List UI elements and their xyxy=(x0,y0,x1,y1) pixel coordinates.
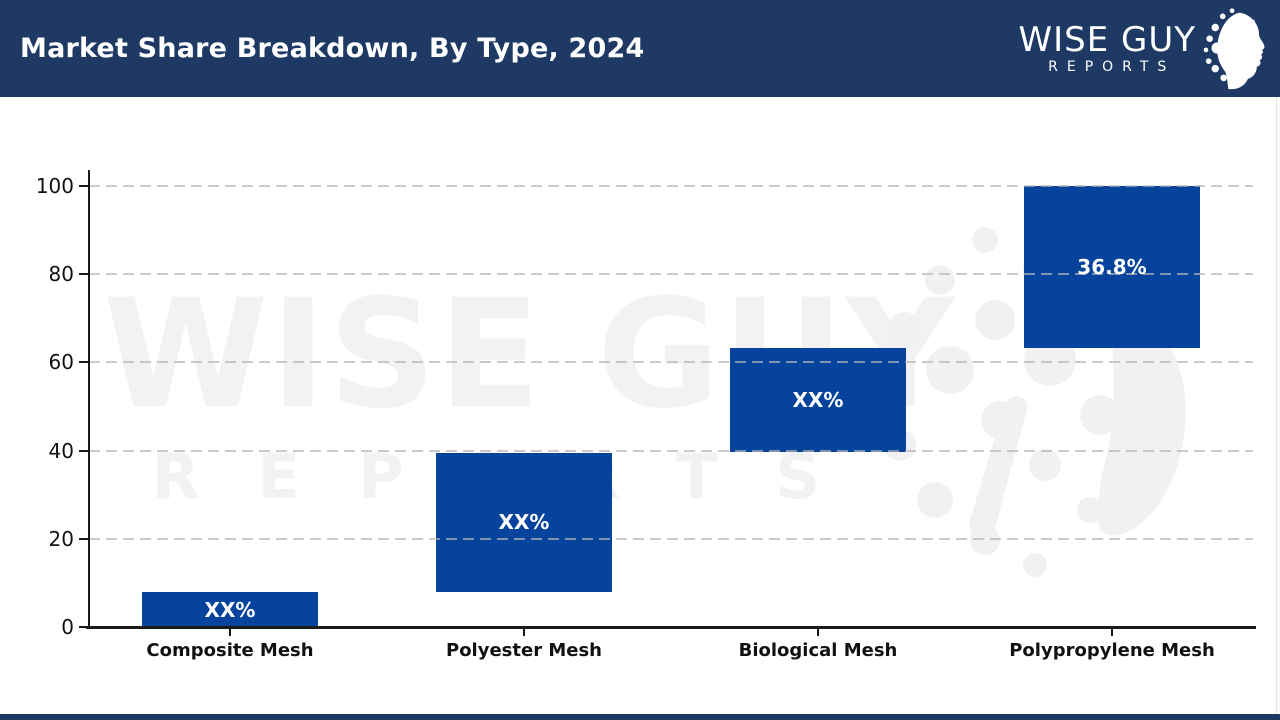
gridline-80 xyxy=(89,273,1253,276)
x-tick-mark xyxy=(1111,629,1113,636)
y-tick-label: 80 xyxy=(48,262,74,287)
y-tick-label: 60 xyxy=(48,350,74,375)
x-tick-mark xyxy=(229,629,231,636)
x-axis-spine xyxy=(86,626,1256,629)
x-tick-mark xyxy=(523,629,525,636)
bar-value-label: XX% xyxy=(498,510,550,535)
x-category-label: Polyester Mesh xyxy=(446,640,602,661)
bar-polypropylene-mesh xyxy=(1024,186,1200,349)
x-category-label: Composite Mesh xyxy=(146,640,314,661)
gridline-100 xyxy=(89,185,1253,187)
y-tick-mark xyxy=(79,185,88,187)
x-tick-mark xyxy=(817,629,819,636)
bar-value-label: XX% xyxy=(792,388,844,413)
brand-tagline: REPORTS xyxy=(1048,59,1176,75)
y-tick-mark xyxy=(79,537,88,540)
brand-name: WISE GUY xyxy=(1018,20,1196,60)
brand-logo: WISE GUY REPORTS xyxy=(1018,7,1266,91)
x-category-label: Biological Mesh xyxy=(738,640,898,661)
gridline-40 xyxy=(89,449,1253,452)
bar-biological-mesh xyxy=(730,348,906,452)
page-title: Market Share Breakdown, By Type, 2024 xyxy=(20,33,645,64)
brand-logo-text: WISE GUY REPORTS xyxy=(1018,23,1196,74)
gridline-20 xyxy=(89,537,1253,540)
x-category-label: Polypropylene Mesh xyxy=(1009,640,1215,661)
y-tick-mark xyxy=(79,361,88,364)
y-tick-mark xyxy=(79,273,88,276)
figure-right-border xyxy=(1276,97,1277,714)
header-band: Market Share Breakdown, By Type, 2024 WI… xyxy=(0,0,1280,97)
bar-value-label: 36.8% xyxy=(1077,255,1147,280)
dotted-head-profile-icon xyxy=(1203,7,1265,89)
y-tick-mark xyxy=(79,449,88,452)
y-tick-label: 20 xyxy=(48,526,74,551)
bar-value-label: XX% xyxy=(204,597,256,622)
y-tick-label: 0 xyxy=(61,615,74,639)
gridline-60 xyxy=(89,361,1253,364)
footer-band xyxy=(0,714,1280,720)
y-tick-label: 40 xyxy=(48,438,74,463)
y-axis-spine xyxy=(88,170,90,628)
y-tick-mark xyxy=(79,626,88,628)
y-tick-label: 100 xyxy=(35,174,74,198)
bar-polyester-mesh xyxy=(436,452,612,593)
bar-composite-mesh xyxy=(142,592,318,627)
